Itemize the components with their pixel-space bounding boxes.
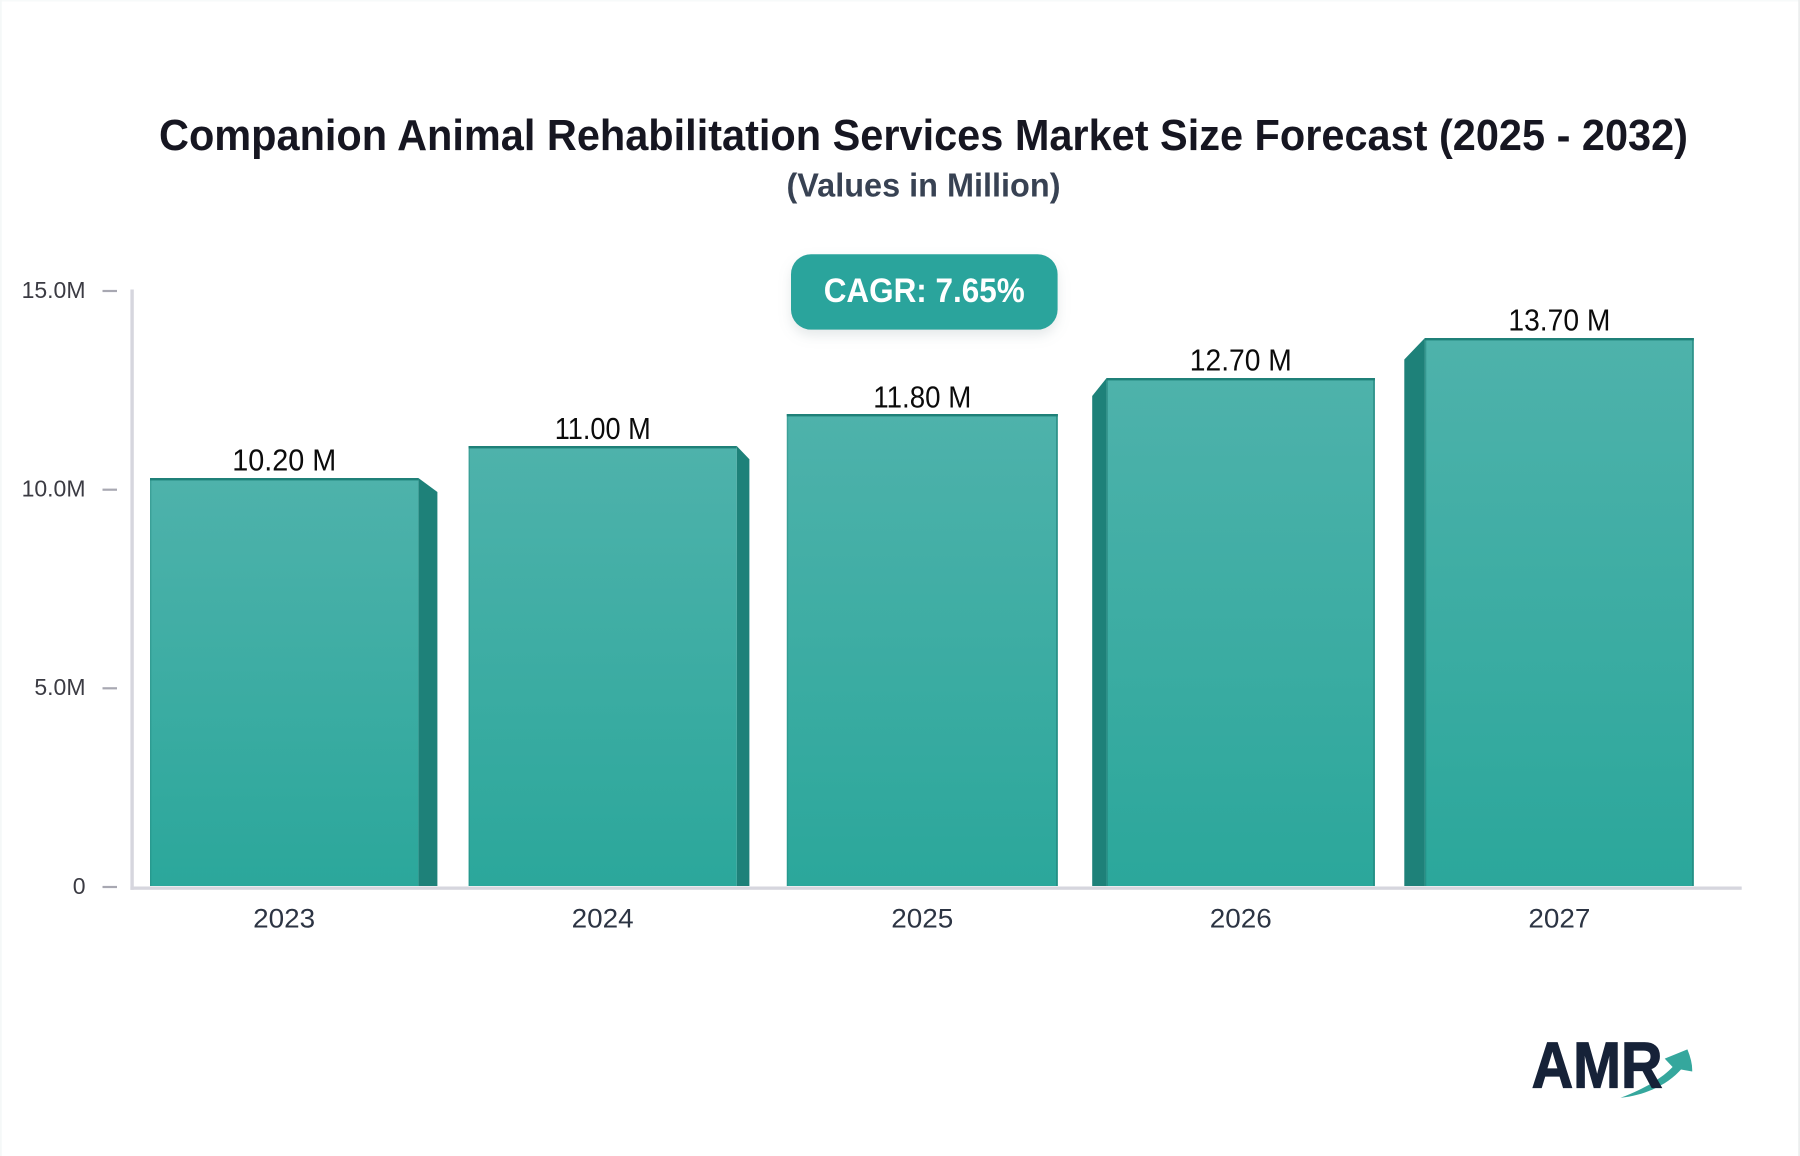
svg-text:13.70 M: 13.70 M <box>1508 302 1610 337</box>
svg-text:2026: 2026 <box>1210 904 1272 934</box>
svg-text:11.00 M: 11.00 M <box>555 411 651 446</box>
svg-text:Companion Animal Rehabilitatio: Companion Animal Rehabilitation Services… <box>159 111 1688 160</box>
svg-text:2025: 2025 <box>891 904 953 934</box>
svg-text:5.0M: 5.0M <box>34 674 85 700</box>
svg-text:CAGR: 7.65%: CAGR: 7.65% <box>824 272 1025 310</box>
svg-text:2024: 2024 <box>572 904 634 934</box>
svg-text:12.70 M: 12.70 M <box>1190 343 1292 378</box>
svg-text:10.20 M: 10.20 M <box>232 443 336 478</box>
svg-text:(Values in Million): (Values in Million) <box>787 166 1061 203</box>
svg-text:10.0M: 10.0M <box>22 475 86 501</box>
svg-text:15.0M: 15.0M <box>22 277 86 303</box>
svg-text:2023: 2023 <box>253 904 315 934</box>
svg-text:AMR: AMR <box>1532 1029 1663 1102</box>
svg-text:11.80 M: 11.80 M <box>873 380 971 415</box>
svg-text:0: 0 <box>73 873 86 899</box>
svg-text:2027: 2027 <box>1528 904 1590 934</box>
